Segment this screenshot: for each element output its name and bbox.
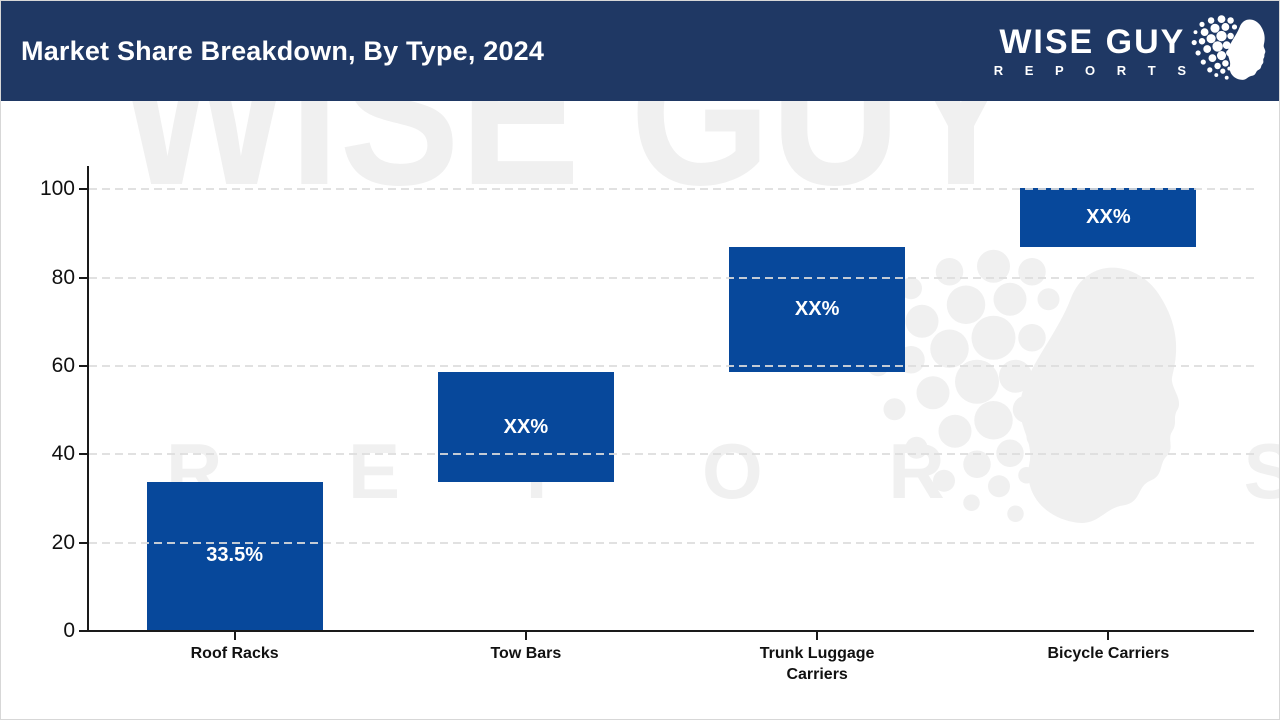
y-axis-tick-label: 80 — [51, 265, 75, 289]
x-axis-tick — [816, 632, 819, 640]
y-axis-tick — [79, 541, 87, 544]
x-axis-tick — [233, 632, 236, 640]
x-category-label: Roof Racks — [190, 645, 279, 662]
page-title: Market Share Breakdown, By Type, 2024 — [21, 35, 545, 66]
y-axis-tick — [79, 630, 87, 632]
gridline — [89, 541, 1254, 544]
y-axis-tick — [79, 364, 87, 367]
bar-value-label: XX% — [794, 298, 840, 321]
wiseguy-logo: WISE GUY R E P O R T S — [990, 7, 1267, 95]
bar: 33.5% — [146, 481, 323, 630]
y-axis-tick-label: 60 — [51, 353, 75, 377]
y-axis-tick-label: 20 — [51, 530, 75, 554]
bar: XX% — [729, 246, 906, 373]
bar: XX% — [1020, 188, 1197, 247]
y-axis-tick-label: 40 — [51, 442, 75, 466]
y-axis-tick — [79, 453, 87, 456]
wiseguy-face-icon — [1191, 15, 1266, 80]
gridline — [89, 276, 1254, 279]
header-band: Market Share Breakdown, By Type, 2024 WI… — [1, 1, 1279, 101]
y-axis-tick — [79, 188, 87, 191]
x-category-label: Tow Bars — [490, 645, 562, 662]
x-category-label: Bicycle Carriers — [1047, 645, 1170, 662]
y-axis-line — [87, 166, 89, 632]
bar-value-label: XX% — [1086, 206, 1131, 229]
gridline — [89, 188, 1254, 191]
logo-wordmark: WISE GUY — [999, 22, 1186, 61]
y-axis-tick — [79, 276, 87, 279]
x-axis-tick — [524, 632, 527, 640]
x-category-label: Trunk Luggage Carriers — [759, 645, 875, 683]
y-axis-tick-label: 0 — [63, 619, 75, 642]
gridline — [89, 364, 1254, 367]
logo-subtitle: R E P O R T S — [993, 62, 1195, 78]
x-axis-line — [87, 630, 1254, 632]
bar: XX% — [437, 372, 614, 482]
bar-value-label: 33.5% — [206, 544, 263, 567]
watermark-face-icon — [867, 249, 1180, 523]
x-axis-tick — [1107, 632, 1110, 640]
bar-value-label: XX% — [503, 415, 549, 438]
wiseguy-logo-text: WISE GUY R E P O R T S — [990, 25, 1195, 78]
gridline — [89, 453, 1254, 456]
y-axis-tick-label: 100 — [39, 177, 75, 201]
